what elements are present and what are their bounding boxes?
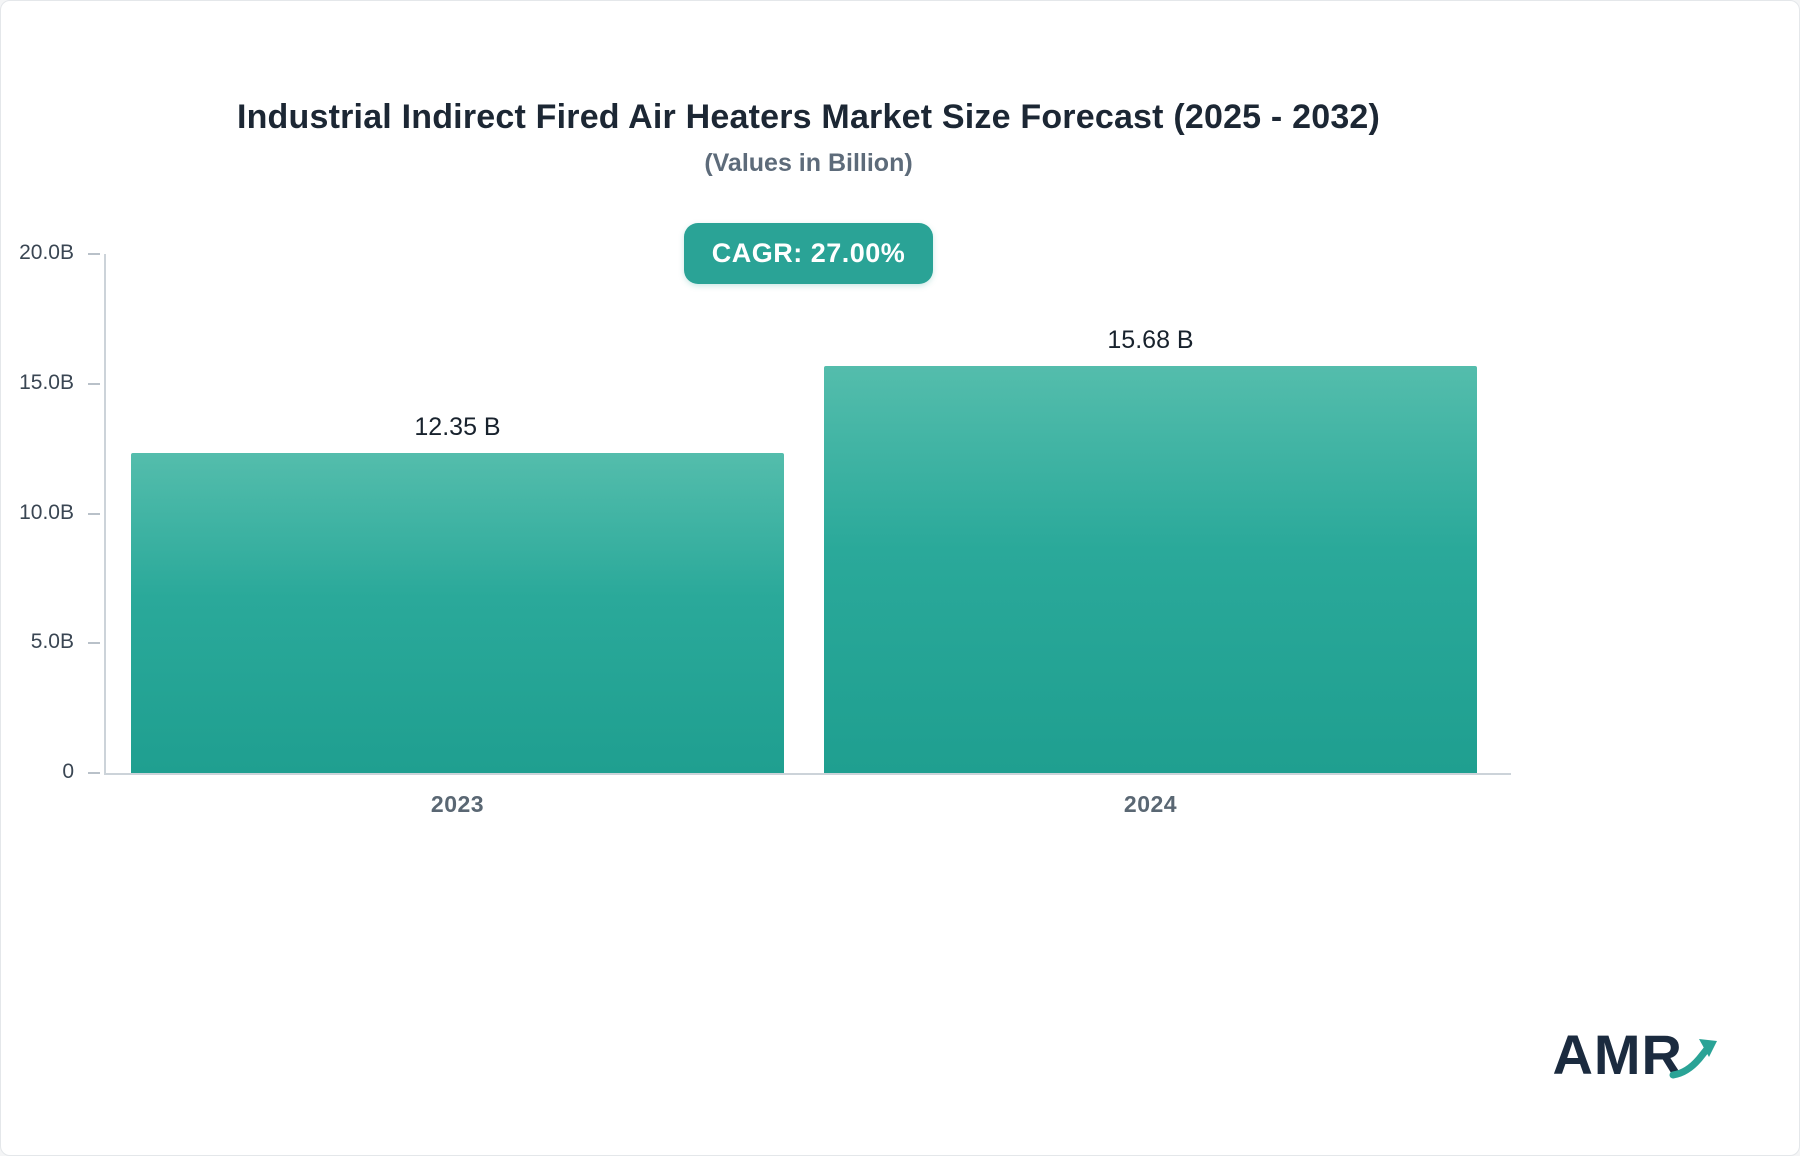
y-tick-label: 0 xyxy=(62,760,74,783)
y-tick-label: 15.0B xyxy=(19,370,74,394)
chart-title: Industrial Indirect Fired Air Heaters Ma… xyxy=(236,98,1381,136)
y-tick-label: 10.0B xyxy=(19,500,74,524)
x-axis-line xyxy=(104,773,1511,775)
trend-up-arrow-icon xyxy=(1669,1039,1717,1079)
y-axis-line xyxy=(104,254,106,773)
cagr-badge-wrap: CAGR: 27.00% xyxy=(1,223,1616,284)
cagr-badge: CAGR: 27.00% xyxy=(683,223,934,284)
chart-subtitle: (Values in Billion) xyxy=(704,149,913,177)
y-tick-mark xyxy=(88,772,100,774)
bar-2023 xyxy=(131,452,784,773)
chart-header: Industrial Indirect Fired Air Heaters Ma… xyxy=(1,1,1616,178)
brand-logo: AMR xyxy=(1552,1027,1721,1083)
y-tick-label: 5.0B xyxy=(30,630,74,654)
x-axis-category-label: 2023 xyxy=(430,791,485,817)
y-tick-mark xyxy=(88,382,100,385)
y-tick-mark xyxy=(88,512,100,515)
brand-text: AMR xyxy=(1552,1023,1683,1086)
y-tick-mark xyxy=(88,642,100,645)
bar-2024 xyxy=(824,366,1477,773)
x-axis-category-label: 2024 xyxy=(1123,791,1178,817)
y-tick-label: 20.0B xyxy=(19,241,74,264)
y-tick-mark xyxy=(88,253,100,255)
bar-value-label: 15.68 B xyxy=(1107,326,1194,355)
bar-value-label: 12.35 B xyxy=(414,412,501,441)
